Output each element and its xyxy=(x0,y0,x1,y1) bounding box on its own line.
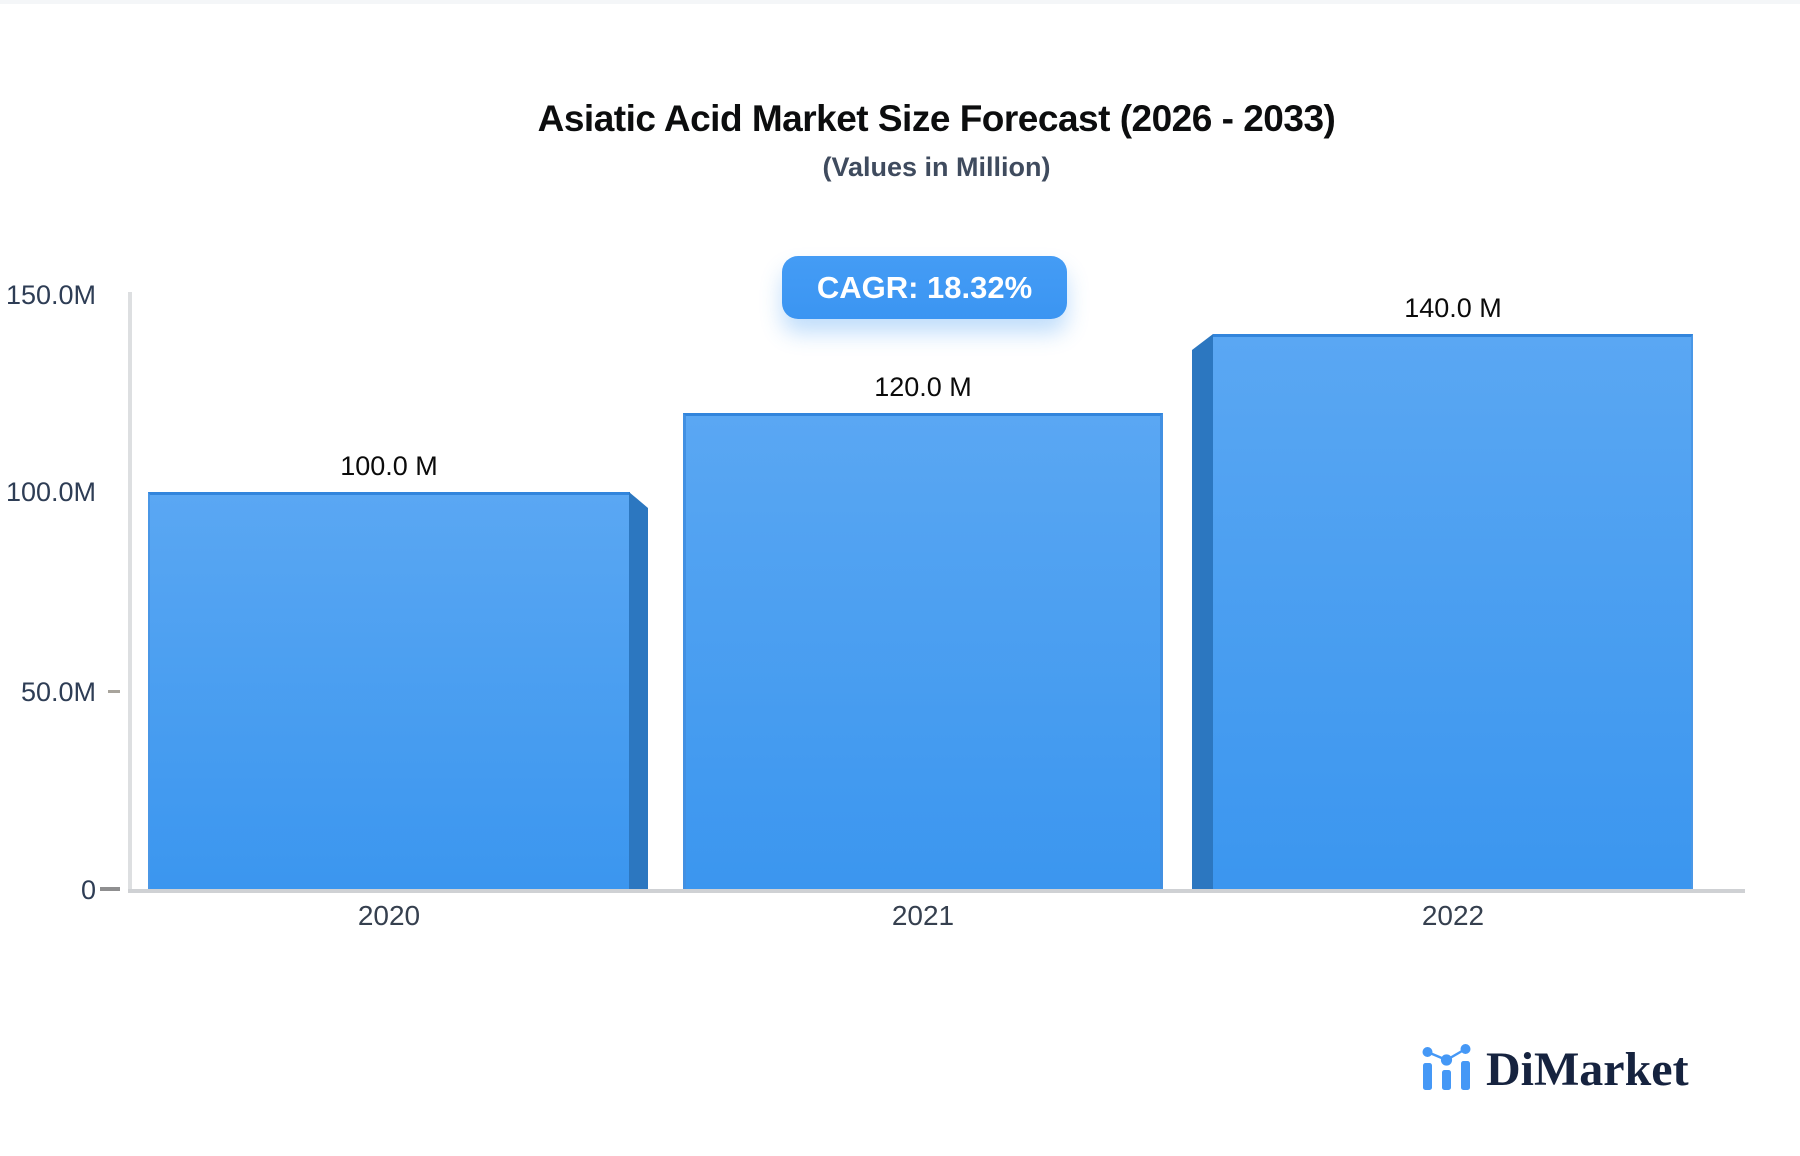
bar-2022[interactable] xyxy=(1213,334,1693,889)
y-tick-label-50: 50.0M xyxy=(20,677,96,707)
x-axis-label-2021: 2021 xyxy=(891,900,955,931)
bar-2020[interactable] xyxy=(148,492,630,889)
bar-value-label: 140.0 M xyxy=(1404,293,1502,323)
y-tick-label-100: 100.0M xyxy=(5,477,96,507)
x-axis-label-2020: 2020 xyxy=(357,900,421,931)
bar-value-label: 120.0 M xyxy=(874,372,972,402)
brand-logo: DiMarket xyxy=(1420,1042,1689,1094)
y-tick-mark-50 xyxy=(108,690,120,693)
bar-2022-3d-side xyxy=(1192,334,1213,889)
bar-chart-with-dots-icon xyxy=(1422,1044,1471,1090)
y-tick-label-0: 0 xyxy=(80,875,96,905)
cagr-badge: CAGR: 18.32% xyxy=(782,256,1067,319)
bar-2021[interactable] xyxy=(683,413,1163,889)
y-tick-mark-0 xyxy=(100,887,120,891)
brand-logo-text: DiMarket xyxy=(1486,1043,1689,1096)
x-axis-label-2022: 2022 xyxy=(1421,900,1485,931)
cagr-badge-label: CAGR: 18.32% xyxy=(816,269,1033,305)
y-tick-label-150: 150.0M xyxy=(5,280,96,310)
bar-value-label: 100.0 M xyxy=(340,451,438,481)
chart-subtitle: (Values in Million) xyxy=(822,152,1051,182)
y-axis-line xyxy=(128,292,132,893)
bar-2020-3d-side xyxy=(629,492,648,889)
x-axis-line xyxy=(128,889,1745,893)
chart-title: Asiatic Acid Market Size Forecast (2026 … xyxy=(537,98,1336,139)
